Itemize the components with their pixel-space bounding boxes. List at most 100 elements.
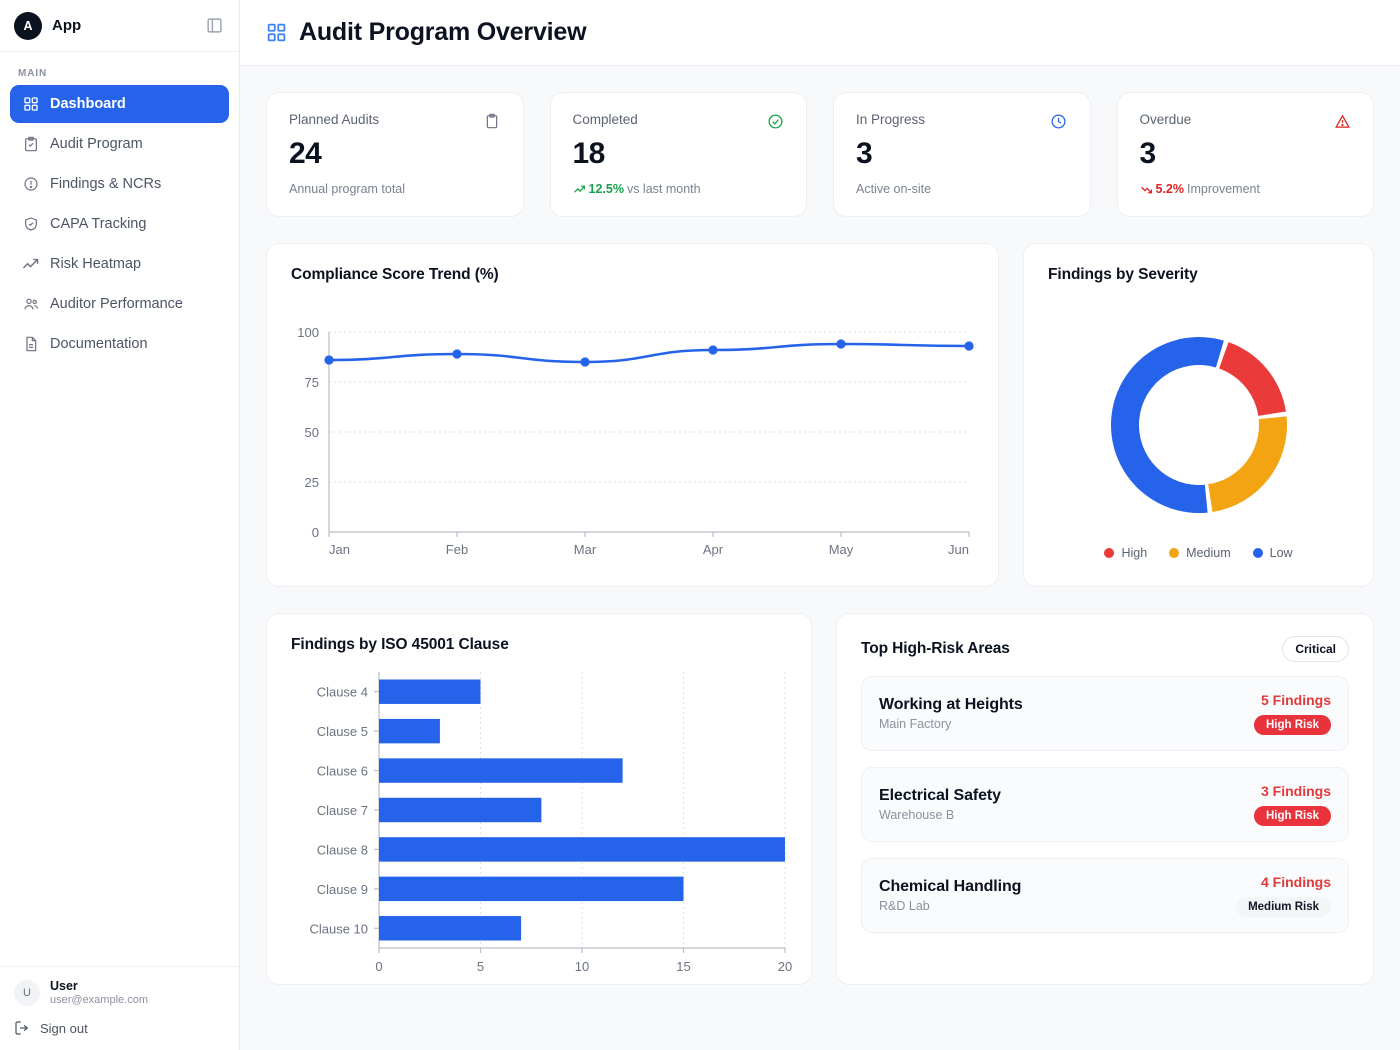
stat-subtext: 5.2% Improvement xyxy=(1140,182,1352,196)
svg-text:15: 15 xyxy=(676,959,690,974)
avatar: U xyxy=(14,980,40,1007)
app-name: App xyxy=(52,17,82,34)
svg-text:Clause 8: Clause 8 xyxy=(317,842,368,857)
stat-label: In Progress xyxy=(856,112,926,127)
compliance-trend-card: Compliance Score Trend (%) 0 25 50 75 100 Jan… xyxy=(266,243,999,587)
svg-text:50: 50 xyxy=(305,425,319,440)
svg-text:Clause 10: Clause 10 xyxy=(309,921,368,936)
stat-value: 18 xyxy=(572,137,606,170)
trend-value: 5.2% xyxy=(1155,182,1185,196)
sign-out-button[interactable]: Sign out xyxy=(14,1020,225,1036)
user-email: user@example.com xyxy=(50,994,148,1007)
clock-icon xyxy=(1050,112,1068,130)
user-name: User xyxy=(50,978,78,993)
trend-value: 12.5% xyxy=(588,182,624,196)
sign-out-label: Sign out xyxy=(40,1020,88,1036)
avatar-letter: U xyxy=(23,987,31,1000)
svg-text:Clause 9: Clause 9 xyxy=(317,882,368,897)
sidebar-item-documentation[interactable]: Documentation xyxy=(10,325,229,363)
legend-label: Low xyxy=(1269,546,1293,560)
svg-text:20: 20 xyxy=(778,959,792,974)
risk-area-location: R&D Lab xyxy=(879,899,930,913)
trending-up-icon xyxy=(22,256,39,273)
legend-swatch xyxy=(1104,548,1115,558)
content: Planned Audits 24 Annual program total C… xyxy=(240,66,1400,1050)
risk-list: Working at Heights Main Factory 5 Findin… xyxy=(837,662,1373,955)
risk-findings-count: 5 Findings xyxy=(1261,692,1331,708)
stat-card-in-progress: In Progress 3 Active on-site xyxy=(833,92,1091,217)
panel-collapse-icon[interactable] xyxy=(203,15,225,37)
risk-findings-count: 3 Findings xyxy=(1261,783,1331,799)
sidebar-nav: Dashboard Audit Program Findings & NCRs … xyxy=(0,85,239,363)
document-icon xyxy=(22,336,39,353)
topbar: Audit Program Overview xyxy=(240,0,1400,66)
page-title: Audit Program Overview xyxy=(299,18,587,46)
sidebar-item-label: Audit Program xyxy=(50,136,143,152)
sidebar-item-capa-tracking[interactable]: CAPA Tracking xyxy=(10,205,229,243)
app-logo: A xyxy=(14,11,42,40)
shield-check-icon xyxy=(22,216,39,233)
sidebar-item-risk-heatmap[interactable]: Risk Heatmap xyxy=(10,245,229,283)
warning-triangle-icon xyxy=(1333,112,1351,130)
donut-legend: High Medium Low xyxy=(1104,546,1293,560)
risk-area-name: Chemical Handling xyxy=(879,878,1022,895)
clipboard-check-icon xyxy=(22,136,39,153)
status-badge: Critical xyxy=(1282,636,1349,662)
user-profile[interactable]: U User user@example.com xyxy=(14,979,225,1008)
sidebar-item-label: Findings & NCRs xyxy=(50,176,162,192)
stat-sub-label: vs last month xyxy=(626,182,701,196)
sidebar-item-auditor-performance[interactable]: Auditor Performance xyxy=(10,285,229,323)
donut-chart: High Medium Low xyxy=(1024,284,1373,586)
stat-card-overdue: Overdue 3 5.2% Improvement xyxy=(1116,92,1374,217)
stat-sub-label: Improvement xyxy=(1187,182,1260,196)
svg-text:0: 0 xyxy=(312,525,319,540)
sidebar-item-audit-program[interactable]: Audit Program xyxy=(10,125,229,163)
sidebar-item-label: Risk Heatmap xyxy=(50,256,142,272)
risk-findings-count: 4 Findings xyxy=(1261,874,1331,890)
svg-text:Apr: Apr xyxy=(703,542,724,557)
chart-row: Compliance Score Trend (%) 0 25 50 75 100 Jan… xyxy=(266,243,1374,587)
sidebar-item-label: CAPA Tracking xyxy=(50,216,147,232)
main-area: Audit Program Overview Planned Audits 24… xyxy=(240,0,1400,1050)
stat-label: Completed xyxy=(572,112,638,127)
legend-swatch xyxy=(1169,548,1180,558)
check-circle-icon xyxy=(766,112,784,130)
legend-label: Medium xyxy=(1186,546,1231,560)
sidebar-item-dashboard[interactable]: Dashboard xyxy=(10,85,229,123)
svg-text:Clause 6: Clause 6 xyxy=(317,764,368,779)
app-logo-letter: A xyxy=(23,18,33,33)
sidebar-item-label: Dashboard xyxy=(50,96,126,112)
svg-text:Mar: Mar xyxy=(574,542,597,557)
stat-value: 24 xyxy=(289,137,322,170)
list-item[interactable]: Working at Heights Main Factory 5 Findin… xyxy=(861,676,1349,751)
svg-text:Jan: Jan xyxy=(329,542,350,557)
stat-sub-label: Annual program total xyxy=(289,182,406,196)
clipboard-icon xyxy=(483,112,501,130)
logout-icon xyxy=(14,1020,30,1036)
lower-row: Findings by ISO 45001 Clause 0 5 10 15 20 Cla… xyxy=(266,613,1374,985)
sidebar: A App MAIN Dashboard Audit Program Findi… xyxy=(0,0,240,1050)
stat-sub-label: Active on-site xyxy=(856,182,932,196)
top-high-risk-areas-card: Top High-Risk Areas Critical Working at … xyxy=(836,613,1374,985)
chart-title: Compliance Score Trend (%) xyxy=(291,266,499,283)
trend-up-indicator: 12.5% xyxy=(573,182,624,196)
risk-area-location: Warehouse B xyxy=(879,808,955,822)
risk-panel-header: Top High-Risk Areas Critical xyxy=(837,614,1373,662)
stat-card-completed: Completed 18 12.5% vs last month xyxy=(549,92,807,217)
users-icon xyxy=(22,296,39,313)
sidebar-section-label: MAIN xyxy=(18,68,48,79)
stat-subtext: Active on-site xyxy=(856,182,1068,196)
sidebar-item-findings-ncrs[interactable]: Findings & NCRs xyxy=(10,165,229,203)
svg-text:25: 25 xyxy=(305,475,319,490)
list-item[interactable]: Electrical Safety Warehouse B 3 Findings… xyxy=(861,767,1349,842)
legend-item-high: High xyxy=(1104,546,1147,560)
findings-by-severity-card: Findings by Severity High Medium Low xyxy=(1023,243,1374,587)
risk-panel-title: Top High-Risk Areas xyxy=(861,640,1010,657)
sidebar-item-label: Documentation xyxy=(50,336,148,352)
findings-by-clause-card: Findings by ISO 45001 Clause 0 5 10 15 20 Cla… xyxy=(266,613,812,985)
legend-item-low: Low xyxy=(1252,546,1293,560)
list-item[interactable]: Chemical Handling R&D Lab 4 Findings Med… xyxy=(861,858,1349,933)
svg-text:Clause 5: Clause 5 xyxy=(317,724,368,739)
trend-down-indicator: 5.2% xyxy=(1140,182,1185,196)
risk-level-badge: Medium Risk xyxy=(1236,897,1331,917)
